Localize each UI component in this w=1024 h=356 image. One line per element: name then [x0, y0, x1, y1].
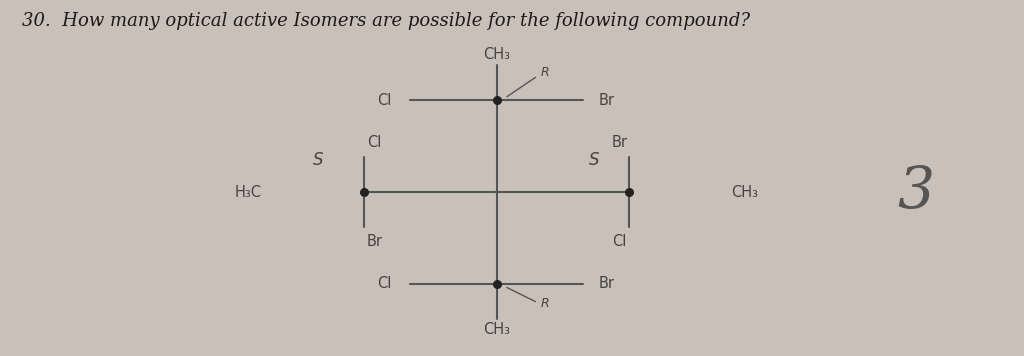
Text: S: S	[589, 151, 599, 169]
Text: 3: 3	[897, 164, 934, 220]
Text: CH₃: CH₃	[483, 323, 510, 337]
Text: Br: Br	[599, 277, 614, 292]
Text: CH₃: CH₃	[483, 47, 510, 62]
Text: R: R	[541, 297, 549, 310]
Text: Br: Br	[611, 135, 628, 150]
Text: Br: Br	[367, 234, 382, 249]
Text: S: S	[312, 151, 324, 169]
Text: 30.  How many optical active Isomers are possible for the following compound?: 30. How many optical active Isomers are …	[22, 12, 750, 30]
Text: R: R	[541, 66, 549, 79]
Text: H₃C: H₃C	[234, 185, 262, 200]
Text: CH₃: CH₃	[731, 185, 759, 200]
Text: Cl: Cl	[367, 135, 381, 150]
Text: Br: Br	[599, 93, 614, 108]
Text: Cl: Cl	[377, 277, 391, 292]
Text: Cl: Cl	[377, 93, 391, 108]
Text: Cl: Cl	[612, 234, 627, 249]
